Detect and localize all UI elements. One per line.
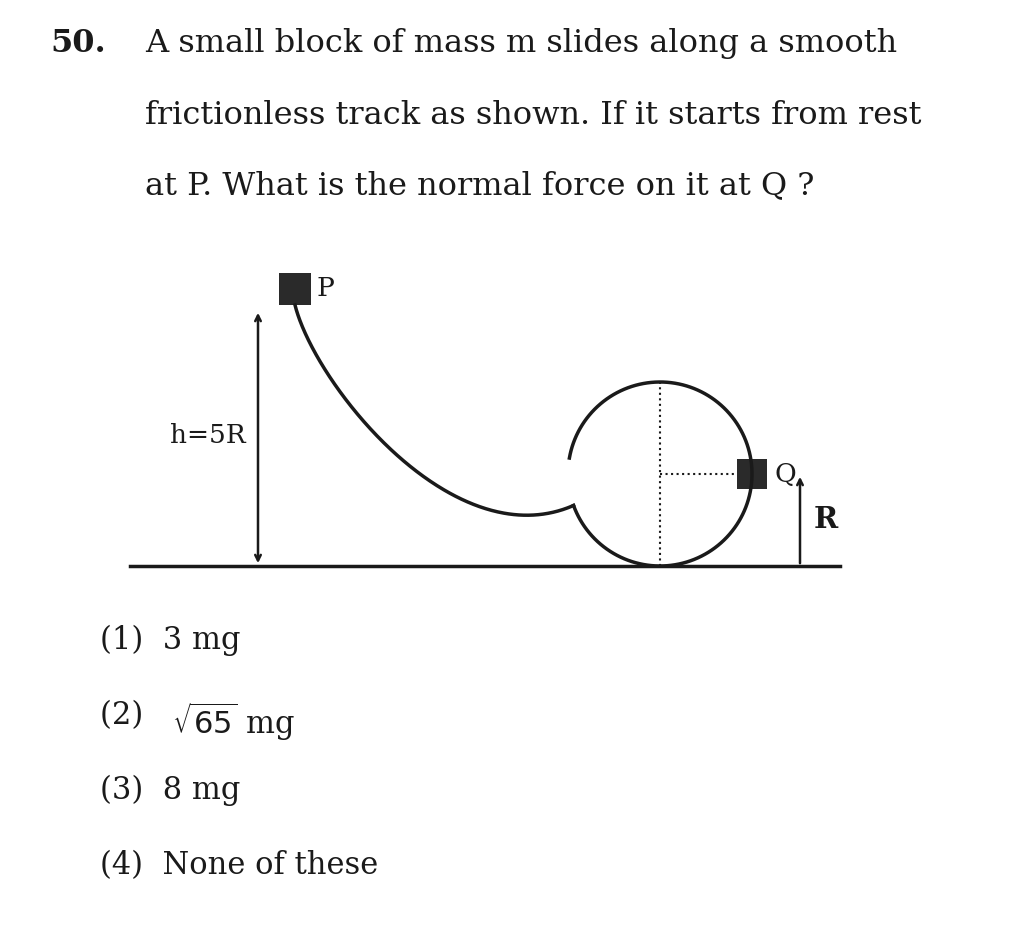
Bar (737, 459, 767, 489)
Text: A small block of mass m slides along a smooth: A small block of mass m slides along a s… (145, 28, 897, 59)
Text: R: R (814, 506, 839, 534)
Text: at P. What is the normal force on it at Q ?: at P. What is the normal force on it at … (145, 170, 814, 201)
Text: h=5R: h=5R (170, 423, 246, 448)
Text: $\sqrt{65}$ mg: $\sqrt{65}$ mg (172, 700, 295, 743)
Text: P: P (317, 277, 335, 302)
Text: Q: Q (775, 462, 797, 487)
Text: (4)  None of these: (4) None of these (100, 850, 378, 881)
Text: (3)  8 mg: (3) 8 mg (100, 775, 241, 806)
Text: (2): (2) (100, 700, 163, 731)
Bar (279, 273, 311, 305)
Text: frictionless track as shown. If it starts from rest: frictionless track as shown. If it start… (145, 100, 922, 131)
Text: (1)  3 mg: (1) 3 mg (100, 625, 241, 656)
Text: 50.: 50. (50, 28, 105, 59)
